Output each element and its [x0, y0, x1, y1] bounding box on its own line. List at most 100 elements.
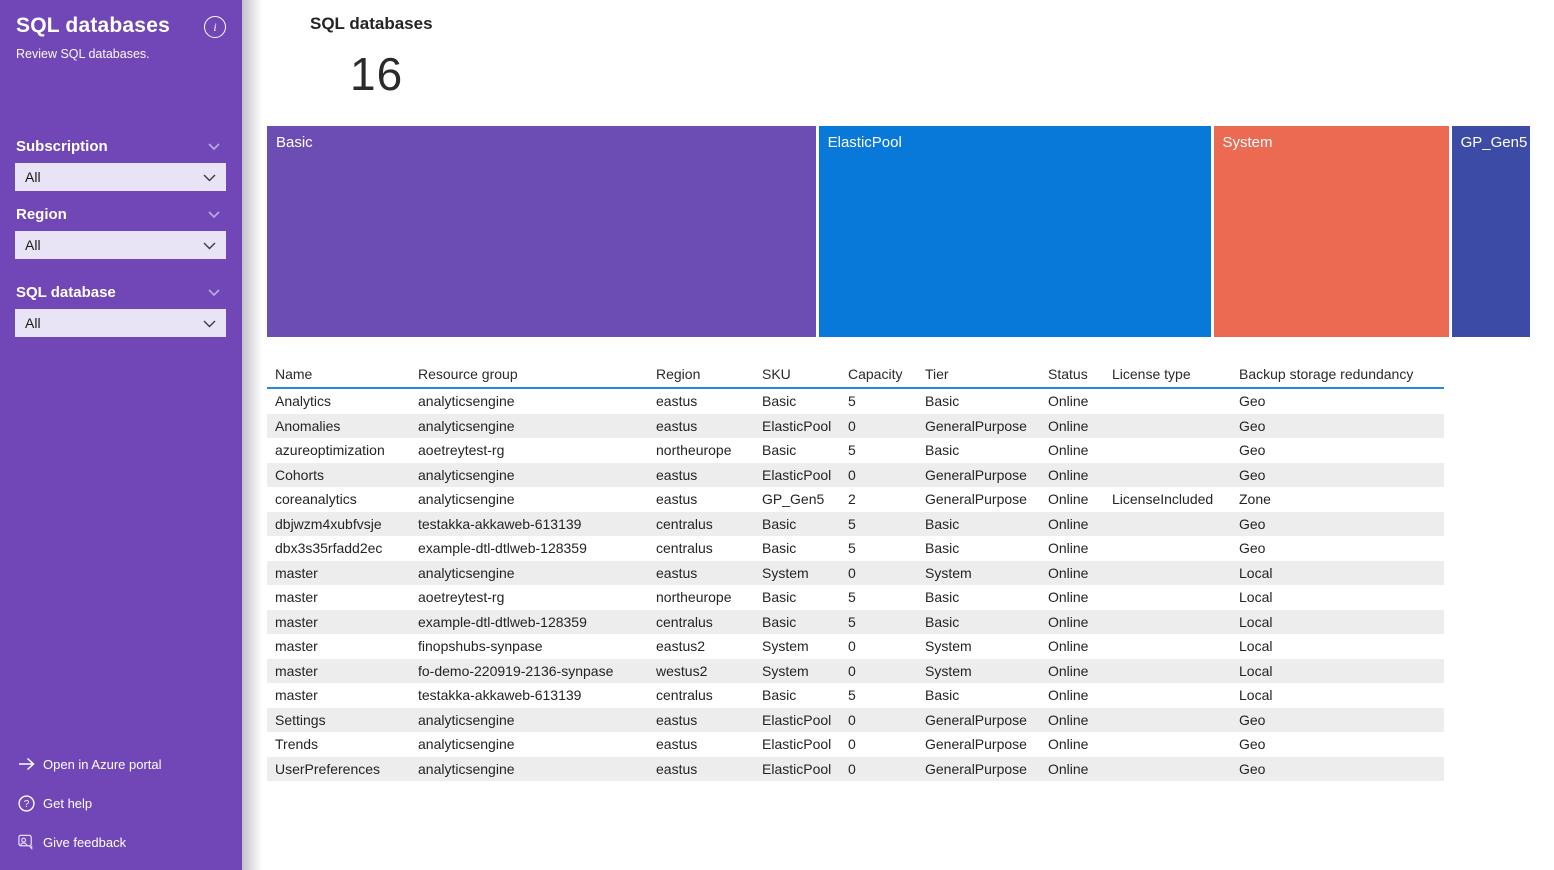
subscription-dropdown[interactable]: All: [15, 163, 226, 191]
chevron-down-icon[interactable]: [208, 137, 220, 155]
table-cell: Basic: [925, 589, 960, 606]
table-cell: analyticsengine: [418, 760, 515, 777]
info-icon[interactable]: i: [204, 16, 226, 38]
table-cell: analyticsengine: [418, 393, 515, 410]
table-cell: Online: [1048, 515, 1089, 532]
table-row[interactable]: master finopshubs-synpase eastus2 System 0 Sy…: [267, 634, 1444, 659]
region-dropdown[interactable]: All: [15, 231, 226, 259]
table-cell: master: [275, 589, 318, 606]
column-header-region[interactable]: Region: [656, 365, 701, 382]
sidebar-links: Open in Azure portal ? Get help: [18, 751, 228, 868]
column-header-backup-storage-redundancy[interactable]: Backup storage redundancy: [1239, 365, 1414, 382]
chevron-down-icon[interactable]: [208, 283, 220, 301]
table-cell: master: [275, 687, 318, 704]
table-cell: aoetreytest-rg: [418, 442, 505, 459]
table-row[interactable]: master aoetreytest-rg northeurope Basic 5 Bas…: [267, 585, 1444, 610]
table-cell: Basic: [762, 589, 797, 606]
treemap-segment-elasticpool[interactable]: ElasticPool: [818, 126, 1211, 337]
table-cell: Geo: [1239, 417, 1266, 434]
table-cell: GeneralPurpose: [925, 760, 1027, 777]
table-cell: Local: [1239, 564, 1273, 581]
give-feedback-label: Give feedback: [43, 834, 127, 850]
column-header-status[interactable]: Status: [1048, 365, 1088, 382]
table-cell: System: [925, 662, 972, 679]
table-cell: GP_Gen5: [762, 491, 825, 508]
table-row[interactable]: azureoptimization aoetreytest-rg northeuro…: [267, 438, 1444, 463]
table-cell: Basic: [925, 540, 960, 557]
table-row[interactable]: master fo-demo-220919-2136-synpase westus2…: [267, 658, 1444, 683]
table-header-row: Name Resource group Region SKU Capacity Tier S…: [267, 360, 1444, 389]
sql-database-dropdown[interactable]: All: [15, 309, 226, 337]
table-cell: ElasticPool: [762, 711, 832, 728]
filter-region: Region All: [15, 205, 226, 259]
table-cell: eastus: [656, 736, 698, 753]
table-cell: Online: [1048, 564, 1089, 581]
table-row[interactable]: master example-dtl-dtlweb-128359 centralus…: [267, 609, 1444, 634]
treemap-segment-gp_gen5[interactable]: GP_Gen5: [1451, 126, 1530, 337]
table-cell: eastus: [656, 491, 698, 508]
open-in-azure-portal-link[interactable]: Open in Azure portal: [18, 751, 228, 777]
table-row[interactable]: dbx3s35rfadd2ec example-dtl-dtlweb-128359…: [267, 536, 1444, 561]
column-header-license-type[interactable]: License type: [1112, 365, 1191, 382]
table-cell: master: [275, 638, 318, 655]
table-cell: eastus: [656, 393, 698, 410]
table-cell: System: [762, 662, 809, 679]
table-cell: Online: [1048, 466, 1089, 483]
table-cell: 5: [848, 393, 856, 410]
table-cell: master: [275, 613, 318, 630]
column-header-sku[interactable]: SKU: [762, 365, 791, 382]
sidebar-subtitle: Review SQL databases.: [16, 47, 150, 61]
column-header-capacity[interactable]: Capacity: [848, 365, 903, 382]
table-cell: Online: [1048, 491, 1089, 508]
table-row[interactable]: Cohorts analyticsengine eastus ElasticPool 0…: [267, 462, 1444, 487]
get-help-link[interactable]: ? Get help: [18, 790, 228, 816]
table-cell: 5: [848, 442, 856, 459]
table-cell: coreanalytics: [275, 491, 357, 508]
table-cell: analyticsengine: [418, 491, 515, 508]
table-row[interactable]: coreanalytics analyticsengine eastus GP_Gen…: [267, 487, 1444, 512]
table-cell: 2: [848, 491, 856, 508]
table-row[interactable]: UserPreferences analyticsengine eastus Elas…: [267, 756, 1444, 781]
table-cell: Geo: [1239, 515, 1266, 532]
table-cell: Online: [1048, 540, 1089, 557]
table-row[interactable]: master testakka-akkaweb-613139 centralus Ba…: [267, 683, 1444, 708]
table-cell: 5: [848, 515, 856, 532]
table-cell: Geo: [1239, 760, 1266, 777]
treemap: Basic ElasticPool System GP_Gen5: [267, 126, 1530, 337]
table-cell: Local: [1239, 638, 1273, 655]
column-header-tier[interactable]: Tier: [925, 365, 949, 382]
table-row[interactable]: Analytics analyticsengine eastus Basic 5 Basi…: [267, 389, 1444, 414]
table-cell: testakka-akkaweb-613139: [418, 515, 582, 532]
table-cell: ElasticPool: [762, 466, 832, 483]
table-cell: 0: [848, 466, 856, 483]
table-cell: Basic: [762, 687, 797, 704]
column-header-resource-group[interactable]: Resource group: [418, 365, 518, 382]
treemap-segment-label: Basic: [276, 134, 313, 151]
table-row[interactable]: Settings analyticsengine eastus ElasticPool…: [267, 707, 1444, 732]
table-cell: analyticsengine: [418, 711, 515, 728]
chevron-down-icon[interactable]: [208, 205, 220, 223]
table-row[interactable]: master analyticsengine eastus System 0 System…: [267, 560, 1444, 585]
column-header-name[interactable]: Name: [275, 365, 313, 382]
table-row[interactable]: Trends analyticsengine eastus ElasticPool 0 G…: [267, 732, 1444, 757]
table-cell: 0: [848, 711, 856, 728]
table-cell: Geo: [1239, 466, 1266, 483]
chevron-down-icon: [203, 169, 216, 185]
table-cell: Local: [1239, 613, 1273, 630]
table-cell: azureoptimization: [275, 442, 385, 459]
treemap-segment-basic[interactable]: Basic: [267, 126, 816, 337]
table-cell: Online: [1048, 442, 1089, 459]
table-cell: Geo: [1239, 540, 1266, 557]
table-row[interactable]: Anomalies analyticsengine eastus ElasticPoo…: [267, 413, 1444, 438]
table-cell: Anomalies: [275, 417, 341, 434]
table-cell: Basic: [925, 687, 960, 704]
give-feedback-link[interactable]: Give feedback: [18, 829, 228, 855]
table-cell: ElasticPool: [762, 760, 832, 777]
table-row[interactable]: dbjwzm4xubfvsje testakka-akkaweb-613139 ce…: [267, 511, 1444, 536]
treemap-segment-system[interactable]: System: [1213, 126, 1449, 337]
table-cell: System: [925, 638, 972, 655]
table-cell: northeurope: [656, 442, 732, 459]
treemap-segment-label: System: [1222, 134, 1273, 151]
table-cell: Trends: [275, 736, 319, 753]
